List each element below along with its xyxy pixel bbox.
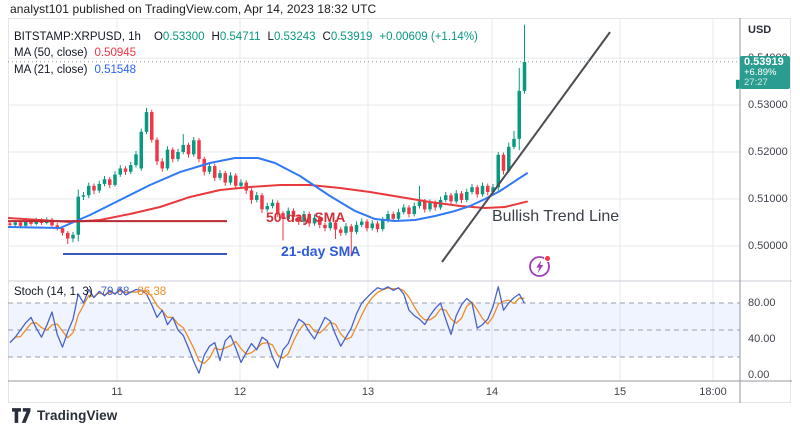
symbol-interval-label: BITSTAMP:XRPUSD, 1h bbox=[14, 31, 141, 43]
stoch-axis-label: 80.00 bbox=[748, 297, 776, 309]
tradingview-brand-text: TradingView bbox=[37, 408, 118, 423]
badge-price: 0.53919 bbox=[744, 56, 784, 68]
change-value: +0.00609 (+1.14%) bbox=[379, 31, 478, 43]
sma50-annotation-label: 50-day SMA bbox=[266, 209, 346, 225]
flash-button[interactable] bbox=[527, 253, 553, 279]
tradingview-footer-link[interactable]: TradingView bbox=[12, 408, 117, 423]
chart-widget-frame bbox=[8, 18, 791, 403]
open-value: O0.53300 bbox=[153, 31, 205, 43]
attribution-text: analyst101 published on TradingView.com,… bbox=[10, 2, 377, 16]
ma50-value: 0.50945 bbox=[94, 47, 137, 59]
price-axis-label: 0.50000 bbox=[748, 240, 788, 252]
lightning-icon bbox=[529, 255, 551, 277]
stoch-d-value: 86.38 bbox=[137, 286, 167, 298]
ma50-label: MA (50, close) bbox=[14, 47, 88, 59]
badge-countdown: 27:27 bbox=[744, 77, 768, 88]
tradingview-logo-icon bbox=[12, 408, 31, 423]
stoch-k-value: 79.68 bbox=[100, 286, 130, 298]
ma50-legend: MA (50, close) 0.50945 bbox=[14, 47, 136, 60]
symbol-legend: BITSTAMP:XRPUSD, 1h O0.53300 H0.54711 L0… bbox=[14, 31, 478, 44]
low-value: L0.53243 bbox=[267, 31, 316, 43]
chart-canvas[interactable] bbox=[8, 18, 792, 403]
time-axis-label: 11 bbox=[111, 386, 123, 398]
ma21-legend: MA (21, close) 0.51548 bbox=[14, 64, 136, 77]
time-axis-label: 18:00 bbox=[699, 386, 727, 398]
stoch-label: Stoch (14, 1, 3) bbox=[14, 286, 93, 298]
time-axis-label: 13 bbox=[361, 386, 375, 398]
sma21-annotation-label: 21-day SMA bbox=[281, 243, 361, 259]
ma21-value: 0.51548 bbox=[94, 64, 137, 76]
badge-change-pct: +6.89% bbox=[744, 67, 777, 78]
stoch-legend: Stoch (14, 1, 3) 79.68 86.38 bbox=[14, 286, 166, 298]
time-axis-label: 15 bbox=[613, 386, 627, 398]
time-axis-label: 12 bbox=[233, 386, 247, 398]
price-axis-currency: USD bbox=[748, 24, 772, 36]
close-value: C0.53919 bbox=[322, 31, 373, 43]
time-axis-label: 14 bbox=[485, 386, 499, 398]
stoch-axis-label: 0.00 bbox=[748, 369, 770, 381]
last-price-badge: 0.53919 +6.89% 27:27 bbox=[740, 56, 790, 89]
price-axis-label: 0.51000 bbox=[748, 193, 788, 205]
price-axis-label: 0.52000 bbox=[748, 146, 788, 158]
ma21-label: MA (21, close) bbox=[14, 64, 88, 76]
price-axis-label: 0.53000 bbox=[748, 99, 788, 111]
high-value: H0.54711 bbox=[211, 31, 261, 43]
stoch-axis-label: 40.00 bbox=[748, 333, 776, 345]
bullish-trend-line-label: Bullish Trend Line bbox=[492, 208, 620, 225]
